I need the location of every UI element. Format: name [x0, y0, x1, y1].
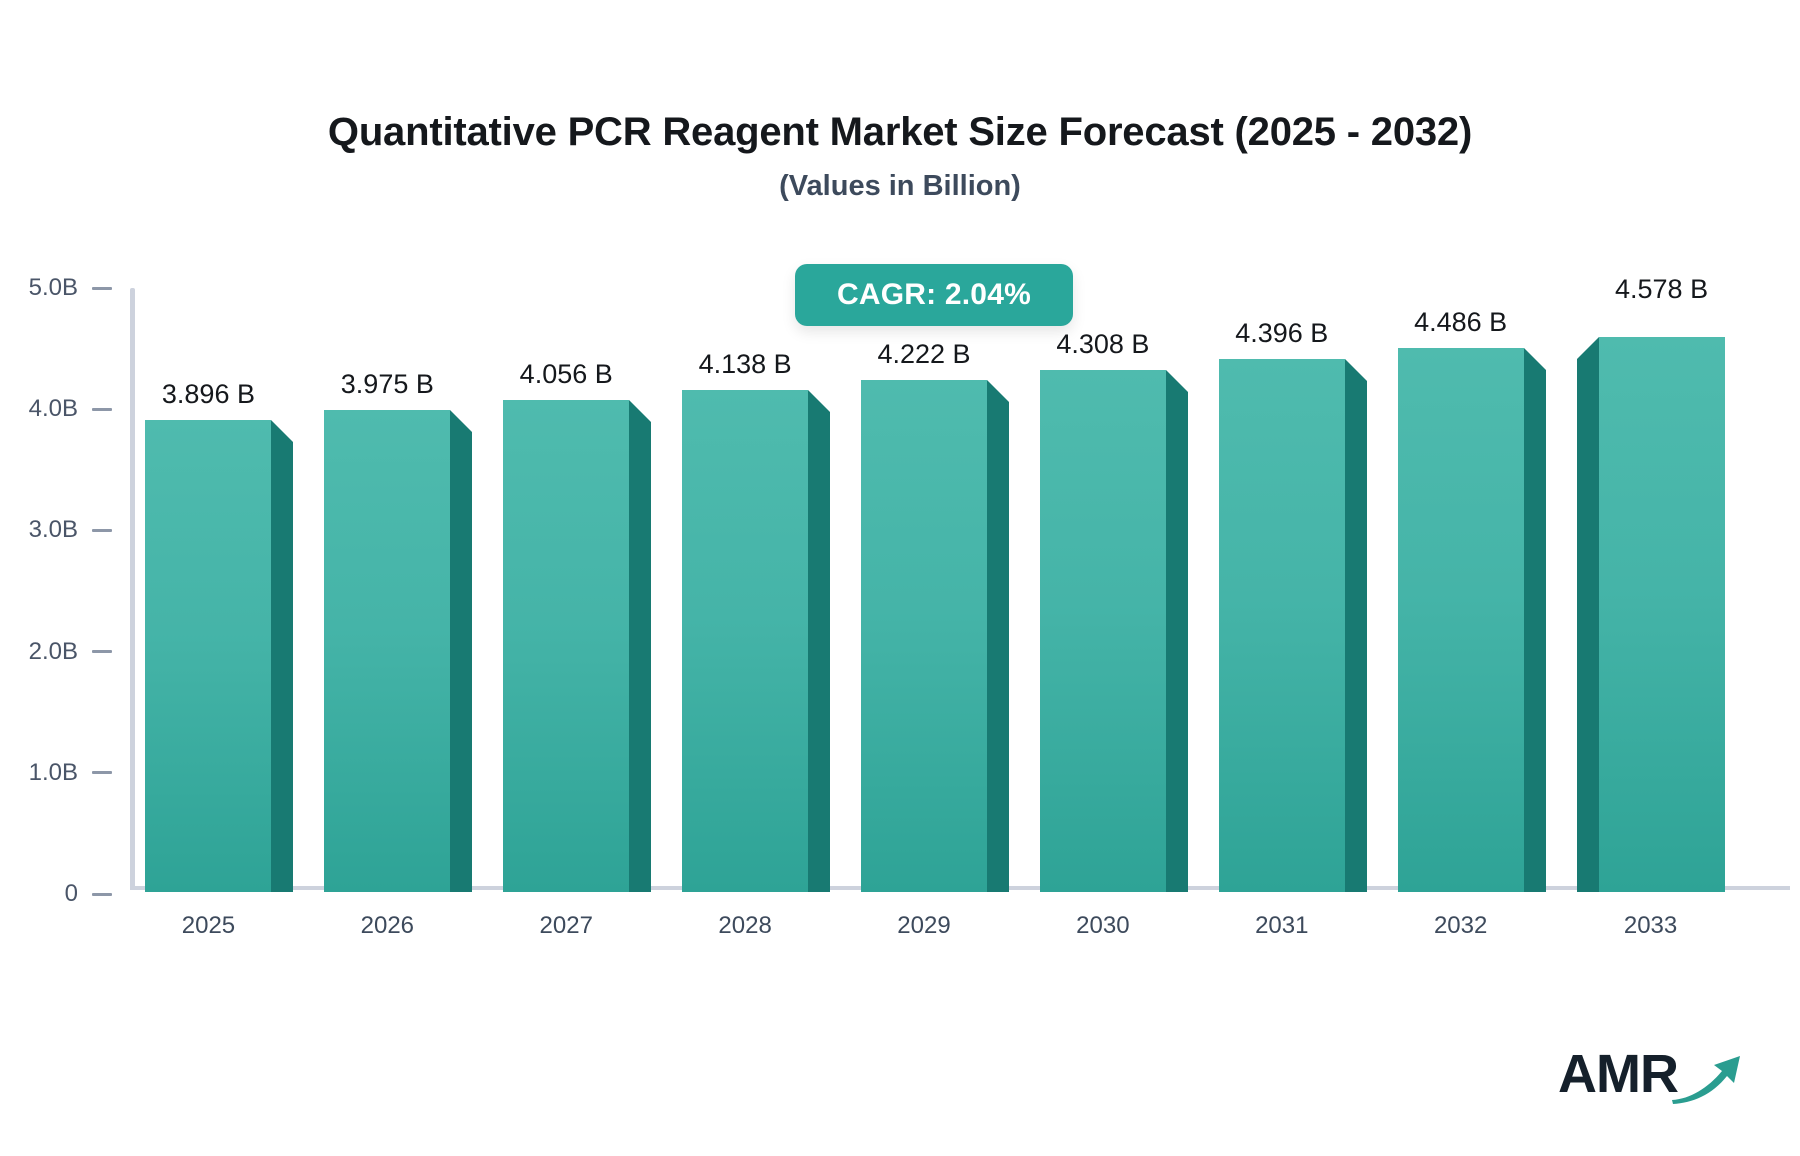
cagr-badge-label: CAGR: 2.04% [837, 278, 1031, 311]
bar-side-face [1165, 391, 1188, 892]
y-axis-tick-label: 3.0B [28, 516, 78, 544]
growth-arrow-icon [1670, 1043, 1742, 1110]
x-axis-tick-label: 2029 [897, 912, 951, 939]
bar-top-bevel [1576, 337, 1599, 360]
bar-side-face [1576, 359, 1599, 892]
cagr-badge: CAGR: 2.04% [795, 264, 1073, 326]
bar-front-face [503, 400, 630, 892]
y-axis-tick-mark [92, 892, 112, 896]
bar-value-label: 4.056 B [519, 359, 613, 390]
y-axis-tick-label: 0 [64, 880, 78, 907]
bar-value-label: 4.138 B [698, 349, 792, 380]
bar-front-face [145, 419, 272, 892]
y-axis-tick-mark [92, 528, 112, 532]
page-title: Quantitative PCR Reagent Market Size For… [327, 110, 1473, 154]
bar[interactable]: 4.056 B 2027 [503, 359, 652, 939]
y-axis-tick: 0 [8, 880, 112, 908]
bar[interactable]: 3.975 B 2026 [324, 369, 473, 939]
bar-top-bevel [808, 390, 831, 413]
bar[interactable]: 4.308 B 2030 [1039, 329, 1188, 939]
bar[interactable]: 4.396 B 2031 [1218, 318, 1367, 939]
bar-top-bevel [987, 380, 1009, 403]
x-axis-tick-label: 2031 [1255, 912, 1309, 939]
bar-front-face [1218, 359, 1345, 892]
bar-side-face [1523, 370, 1546, 892]
bar-value-label: 4.308 B [1056, 328, 1150, 359]
y-axis-tick: 1.0B [8, 759, 112, 787]
bar[interactable]: 3.896 B 2025 [145, 379, 294, 939]
bar-front-face [324, 410, 451, 892]
y-axis-line [130, 288, 135, 890]
plot-area: 0 1.0B 2.0B 3.0B 4.0B 5.0B 3.896 B 2025 3.975 B… [29, 274, 1740, 939]
y-axis-tick-label: 5.0B [28, 274, 78, 301]
bar-side-face [450, 432, 473, 892]
chart-subtitle: (Values in Billion) [779, 170, 1021, 202]
bar-value-label: 4.578 B [1615, 274, 1709, 305]
bar-top-bevel [629, 400, 652, 423]
bar-value-label: 4.486 B [1414, 307, 1508, 338]
x-axis-tick-label: 2026 [360, 912, 415, 939]
bar-side-face [808, 412, 831, 892]
x-axis-tick-label: 2032 [1433, 912, 1488, 939]
y-axis-tick-mark [92, 771, 112, 775]
y-axis-tick-mark [92, 286, 112, 290]
amr-logo-text: AMR [1558, 1043, 1679, 1104]
bar-front-face [682, 390, 809, 892]
x-axis-tick-label: 2027 [539, 912, 593, 939]
x-axis-tick-label: 2028 [718, 912, 772, 939]
y-axis-tick-mark [92, 407, 112, 411]
y-axis-tick: 3.0B [8, 516, 112, 544]
bar[interactable]: 4.222 B 2029 [861, 339, 1009, 939]
y-axis-tick: 4.0B [8, 395, 112, 423]
bar-value-label: 3.975 B [340, 369, 434, 400]
bar-value-label: 4.222 B [877, 339, 971, 370]
y-axis-tick-label: 2.0B [28, 637, 78, 665]
bar-side-face [1344, 381, 1367, 892]
bar-side-face [629, 422, 652, 892]
bar-top-bevel [1165, 369, 1188, 392]
bar[interactable]: 4.578 B 2033 [1576, 274, 1725, 939]
bar-value-label: 3.896 B [161, 378, 255, 409]
x-axis-tick-label: 2025 [181, 912, 236, 939]
bar[interactable]: 4.486 B 2032 [1397, 307, 1546, 939]
y-axis-tick: 2.0B [8, 638, 112, 666]
y-axis-tick: 5.0B [8, 274, 112, 302]
bar-value-label: 4.396 B [1235, 318, 1329, 349]
x-axis-tick-label: 2030 [1076, 912, 1130, 939]
bar-top-bevel [1523, 348, 1546, 371]
bar-top-bevel [450, 410, 473, 433]
bar-top-bevel [1344, 359, 1367, 382]
bar-front-face [1397, 348, 1524, 892]
bar-front-face [1598, 337, 1725, 892]
y-axis-tick-label: 4.0B [28, 395, 78, 423]
y-axis-tick-mark [92, 650, 112, 654]
bar-side-face [271, 441, 294, 892]
bar[interactable]: 4.138 B 2028 [682, 349, 831, 939]
bar-side-face [987, 402, 1009, 892]
bar-top-bevel [271, 419, 294, 442]
amr-logo: AMR [1558, 1043, 1742, 1104]
bar-front-face [861, 380, 987, 892]
y-axis-tick-label: 1.0B [28, 758, 78, 786]
x-axis-tick-label: 2033 [1623, 912, 1678, 939]
bar-front-face [1039, 369, 1166, 892]
